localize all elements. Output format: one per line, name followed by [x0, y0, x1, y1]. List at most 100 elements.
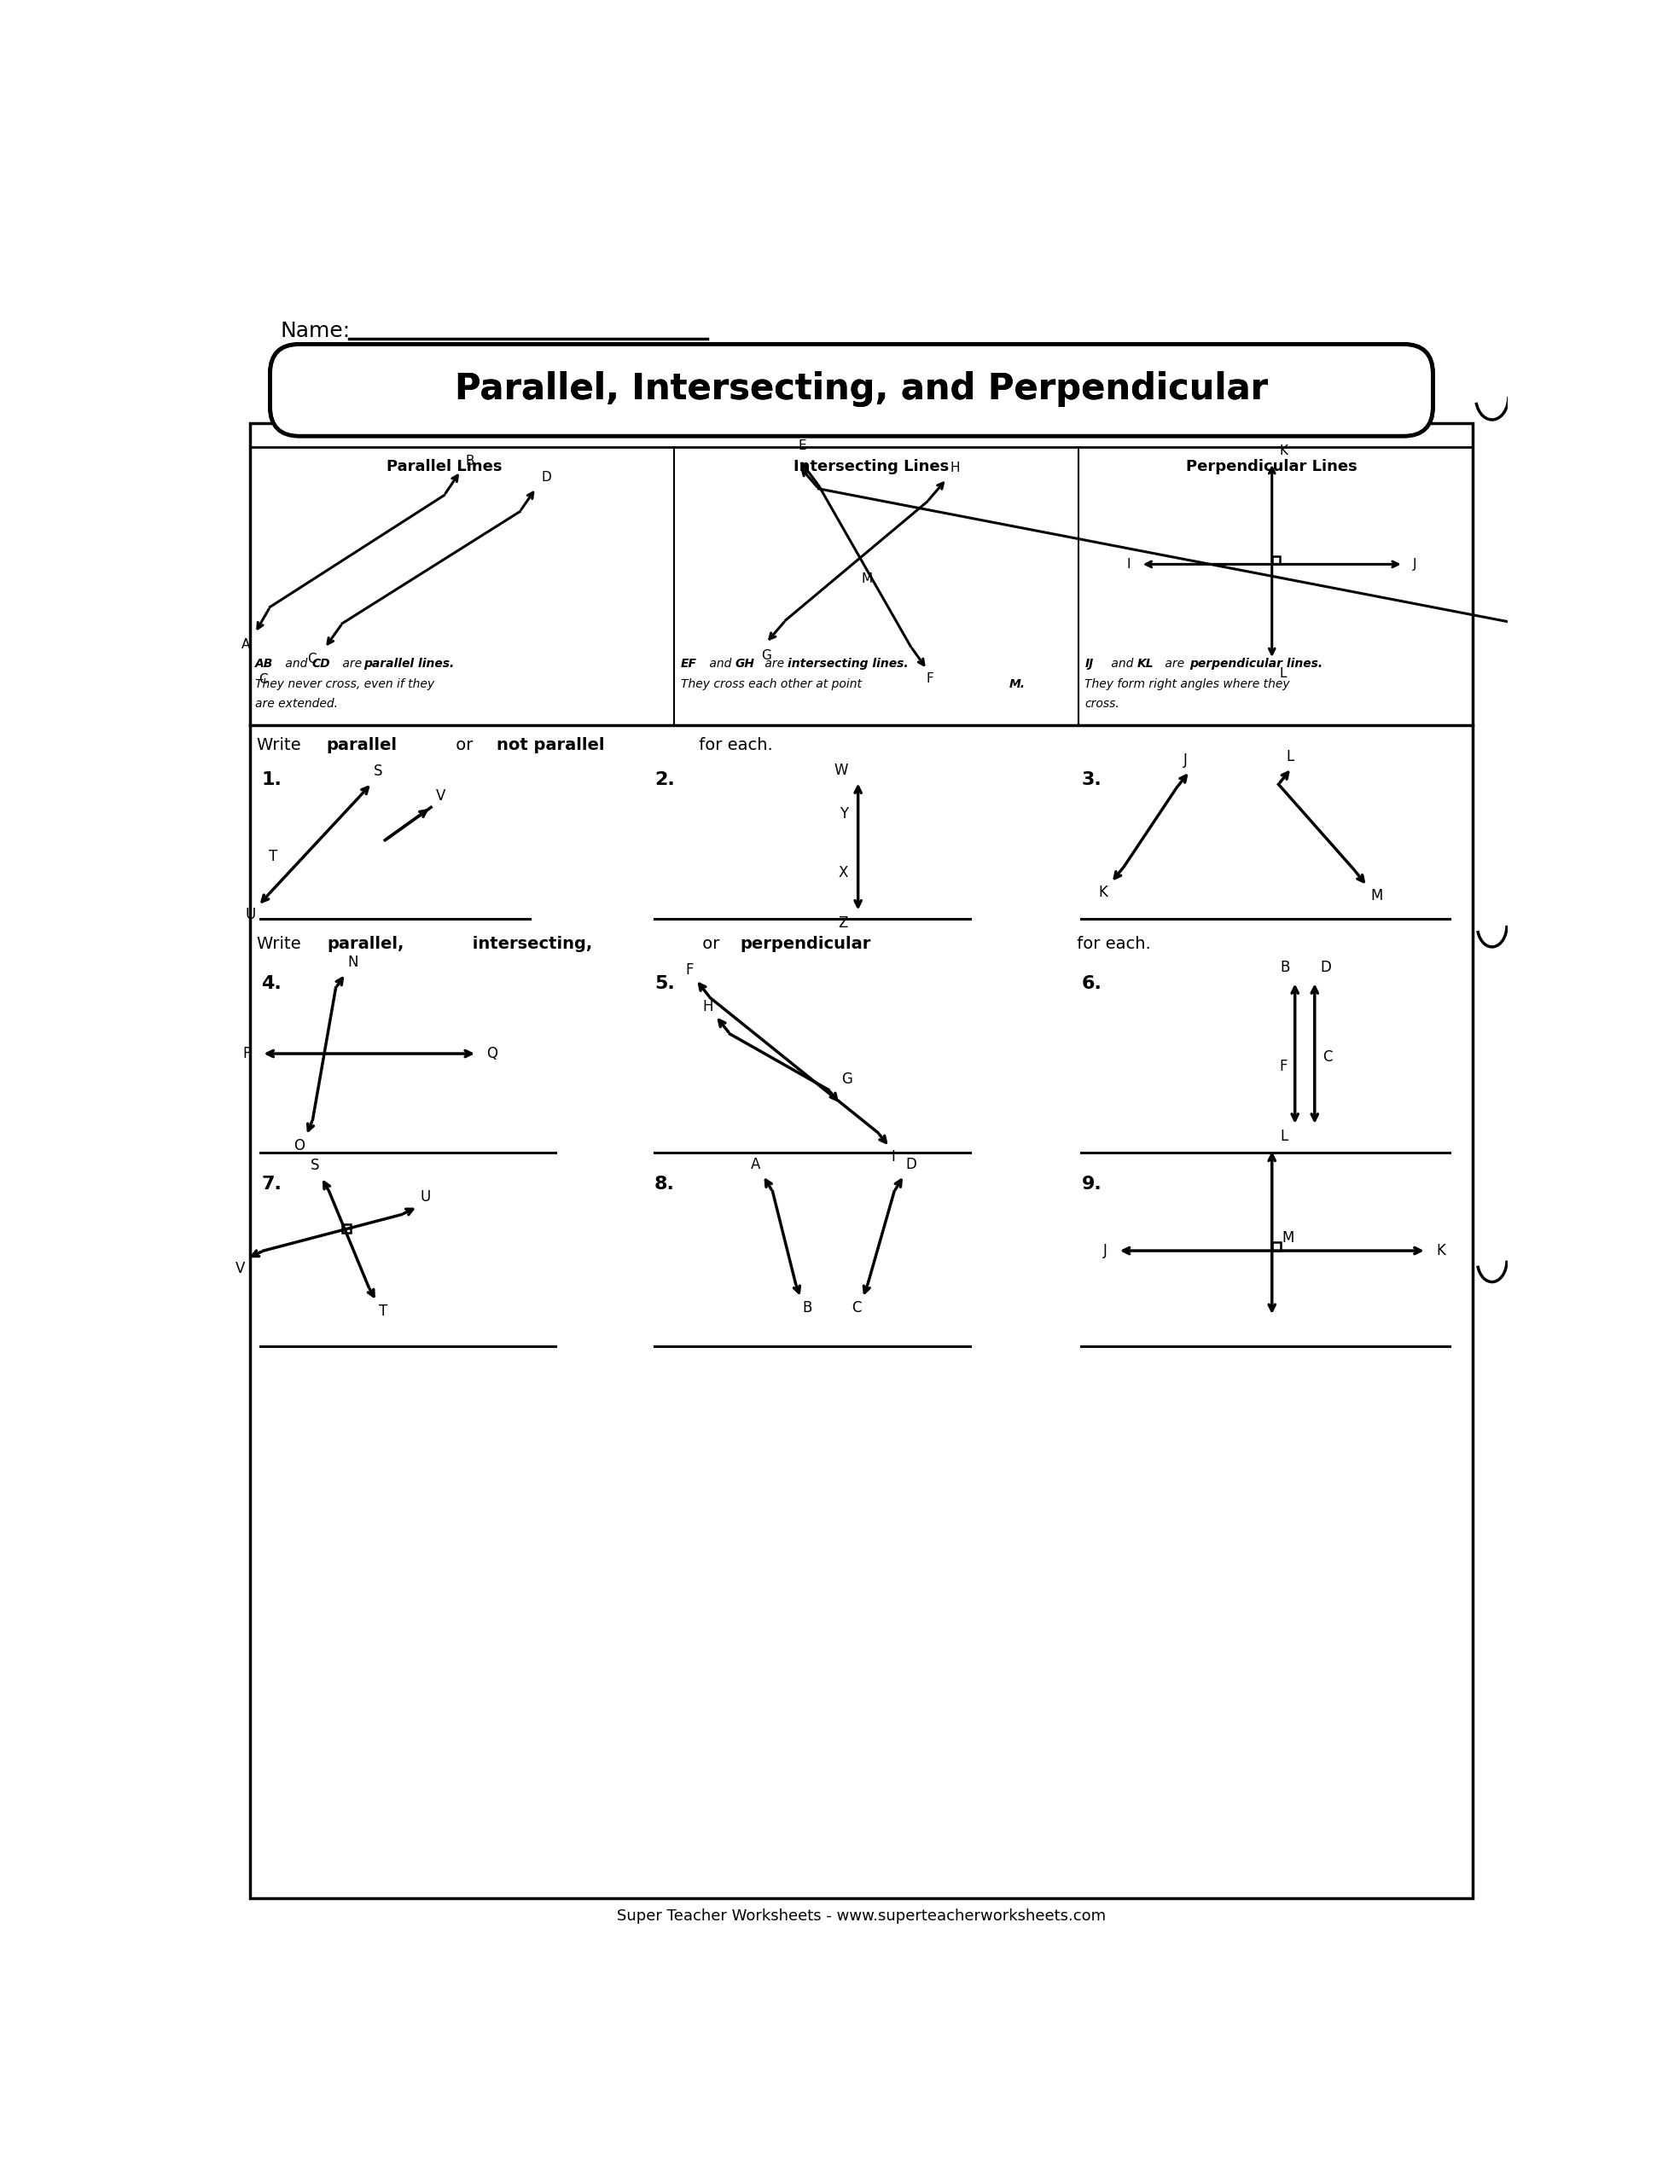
Text: parallel,: parallel, — [328, 935, 405, 952]
Text: K: K — [1099, 885, 1107, 900]
Text: Super Teacher Worksheets - www.superteacherworksheets.com: Super Teacher Worksheets - www.superteac… — [617, 1909, 1105, 1924]
Text: They cross each other at point: They cross each other at point — [680, 677, 865, 690]
Text: F: F — [1278, 1059, 1287, 1075]
Text: cross.: cross. — [1085, 697, 1119, 710]
Text: M: M — [862, 572, 872, 585]
Text: Name:: Name: — [281, 321, 349, 341]
Text: 2.: 2. — [655, 771, 675, 788]
Text: H: H — [702, 998, 714, 1013]
Bar — [1272, 1243, 1280, 1251]
Text: T: T — [269, 850, 277, 865]
Text: EF: EF — [680, 657, 697, 670]
Text: G: G — [761, 649, 771, 662]
Text: U: U — [420, 1190, 430, 1206]
Text: V: V — [235, 1260, 245, 1275]
Text: T: T — [378, 1304, 386, 1319]
Text: O: O — [294, 1138, 304, 1153]
Text: for each.: for each. — [1072, 935, 1151, 952]
Text: I: I — [890, 1149, 895, 1164]
Text: I: I — [1127, 557, 1131, 570]
Text: U: U — [245, 906, 255, 922]
Bar — [1272, 557, 1280, 563]
Text: or: or — [450, 736, 479, 753]
Text: 5.: 5. — [655, 974, 675, 992]
Text: Perpendicular Lines: Perpendicular Lines — [1186, 459, 1357, 474]
Text: 8.: 8. — [655, 1175, 675, 1192]
Text: G: G — [842, 1070, 853, 1085]
Text: KL: KL — [1137, 657, 1154, 670]
Text: F: F — [927, 673, 934, 686]
Text: Parallel Lines: Parallel Lines — [386, 459, 502, 474]
Text: 9.: 9. — [1082, 1175, 1102, 1192]
Text: or: or — [697, 935, 724, 952]
Text: Z: Z — [838, 915, 848, 930]
Text: Y: Y — [840, 806, 848, 821]
Text: and: and — [706, 657, 736, 670]
Bar — [343, 1225, 351, 1234]
Text: Intersecting Lines: Intersecting Lines — [793, 459, 949, 474]
Text: L: L — [1287, 749, 1294, 764]
Text: Parallel, Intersecting, and Perpendicular: Parallel, Intersecting, and Perpendicula… — [454, 371, 1268, 406]
Text: and: and — [282, 657, 311, 670]
Text: L: L — [1280, 668, 1287, 679]
Text: P: P — [244, 1046, 252, 1061]
Text: M.: M. — [1010, 677, 1025, 690]
Text: X: X — [838, 865, 848, 880]
Text: J: J — [1183, 753, 1188, 769]
Text: C: C — [259, 673, 269, 686]
Text: E: E — [798, 439, 806, 452]
Text: D: D — [906, 1158, 917, 1173]
Text: Q: Q — [487, 1046, 497, 1061]
Text: D: D — [541, 472, 551, 485]
Text: are: are — [761, 657, 788, 670]
Text: perpendicular: perpendicular — [739, 935, 870, 952]
FancyBboxPatch shape — [250, 424, 1472, 1898]
Text: Write: Write — [257, 935, 306, 952]
Text: N: N — [348, 954, 358, 970]
Text: 1.: 1. — [262, 771, 282, 788]
Text: Write: Write — [257, 736, 306, 753]
Text: 6.: 6. — [1082, 974, 1102, 992]
Text: C: C — [307, 653, 316, 666]
Text: S: S — [373, 764, 381, 780]
Text: C: C — [852, 1299, 862, 1315]
Text: 3.: 3. — [1082, 771, 1102, 788]
Text: W: W — [833, 762, 848, 778]
Text: They form right angles where they: They form right angles where they — [1085, 677, 1290, 690]
Text: are extended.: are extended. — [255, 697, 338, 710]
Text: B: B — [803, 1299, 811, 1315]
FancyBboxPatch shape — [270, 345, 1433, 437]
Text: perpendicular lines.: perpendicular lines. — [1189, 657, 1324, 670]
Text: intersecting lines.: intersecting lines. — [788, 657, 909, 670]
Text: are: are — [338, 657, 365, 670]
Text: for each.: for each. — [694, 736, 773, 753]
FancyBboxPatch shape — [270, 345, 1433, 437]
Text: F: F — [685, 963, 694, 978]
Text: B: B — [465, 454, 474, 467]
Text: parallel lines.: parallel lines. — [363, 657, 454, 670]
Text: M: M — [1371, 889, 1383, 904]
Text: parallel: parallel — [326, 736, 396, 753]
Text: A: A — [242, 638, 250, 651]
Text: D: D — [1320, 959, 1331, 974]
Text: L: L — [1280, 1129, 1287, 1144]
Text: C: C — [1322, 1048, 1332, 1064]
Text: A: A — [751, 1158, 761, 1173]
Text: M: M — [1282, 1230, 1294, 1245]
Text: V: V — [437, 788, 445, 804]
Text: are: are — [1161, 657, 1188, 670]
Text: IJ: IJ — [1085, 657, 1094, 670]
Text: K: K — [1280, 443, 1289, 456]
Text: K: K — [1436, 1243, 1445, 1258]
Text: J: J — [1104, 1243, 1107, 1258]
Text: not parallel: not parallel — [497, 736, 605, 753]
Text: and: and — [1107, 657, 1137, 670]
Text: intersecting,: intersecting, — [467, 935, 593, 952]
Text: They never cross, even if they: They never cross, even if they — [255, 677, 433, 690]
Text: B: B — [1280, 959, 1290, 974]
Text: AB: AB — [255, 657, 274, 670]
Text: H: H — [949, 461, 959, 474]
Text: J: J — [1413, 557, 1416, 570]
Text: GH: GH — [736, 657, 754, 670]
Text: CD: CD — [311, 657, 329, 670]
